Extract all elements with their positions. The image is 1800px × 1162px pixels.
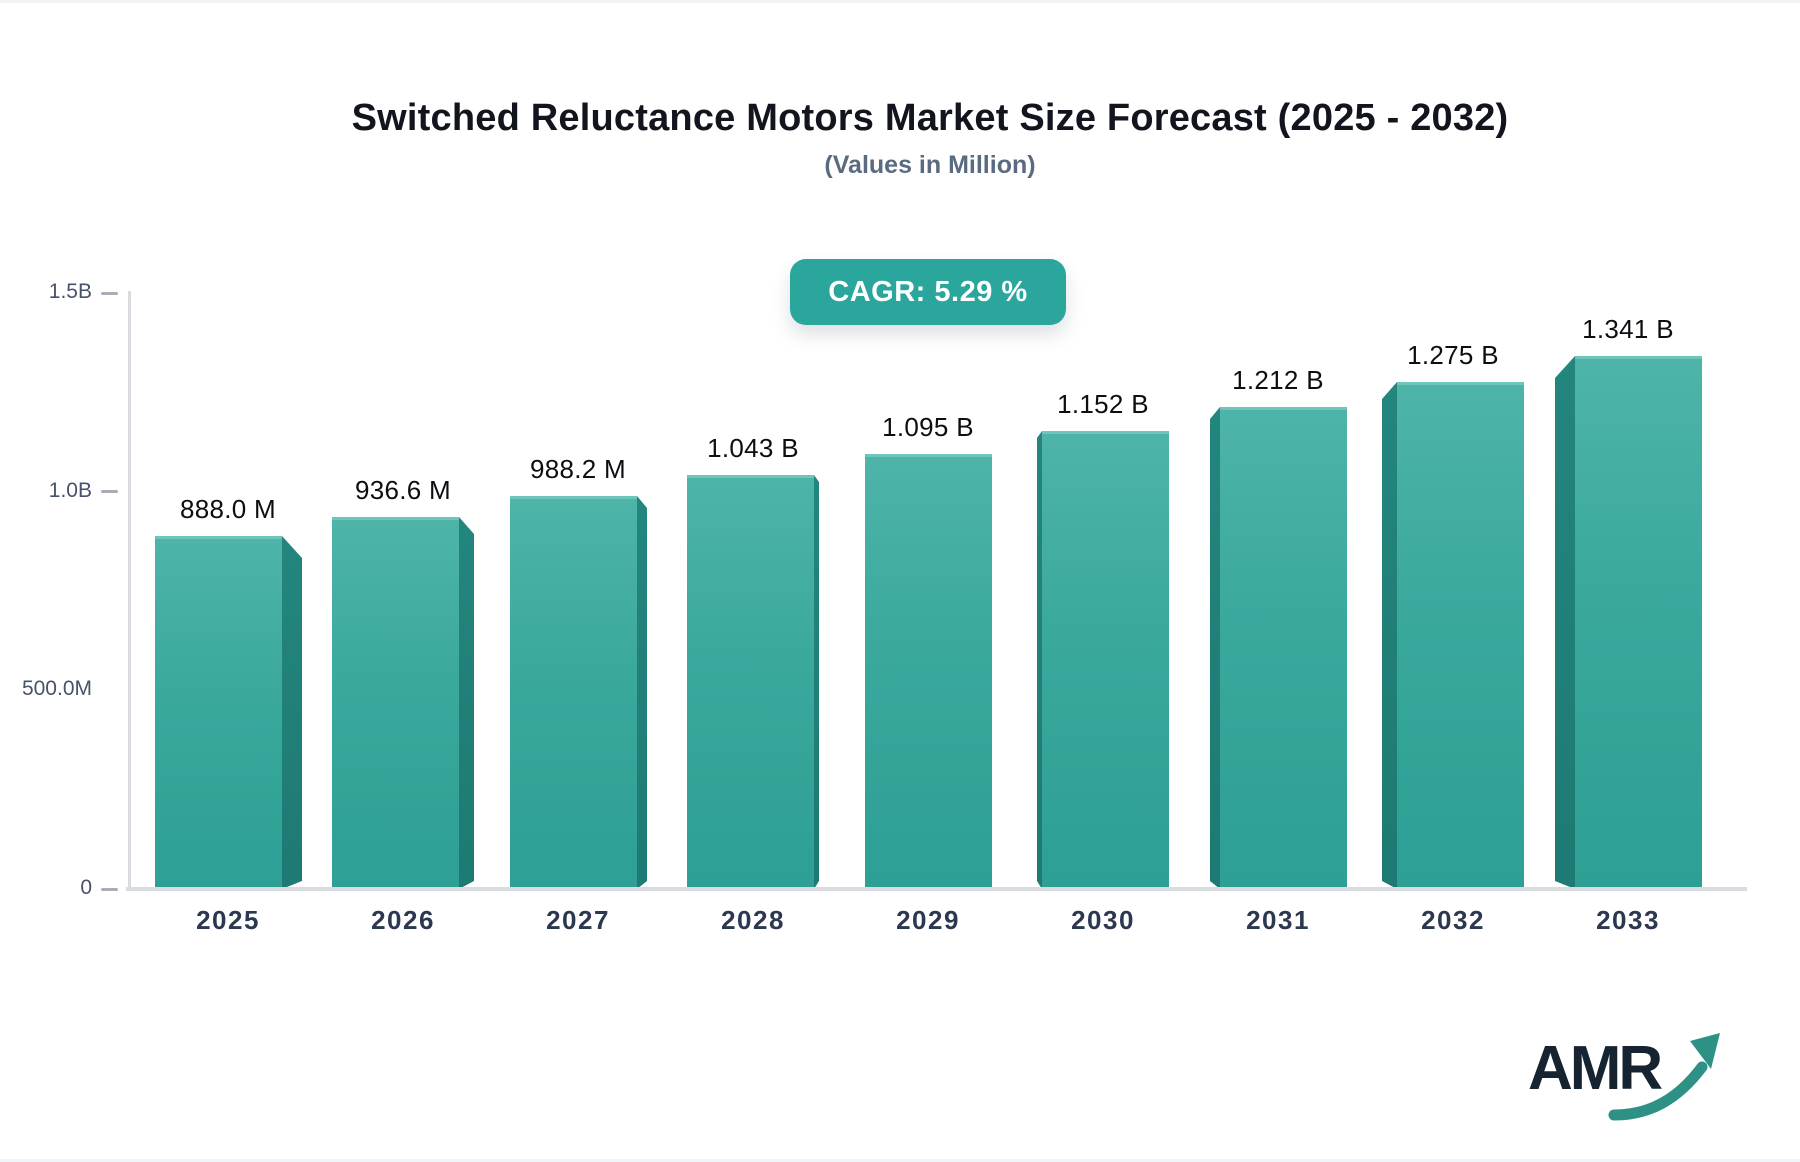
x-tick-label-2029: 2029 [896, 905, 960, 935]
bar-side-face [282, 536, 302, 889]
y-tick-label: 1.5B [48, 280, 92, 304]
cagr-badge: CAGR: 5.29 % [790, 259, 1066, 325]
bar-value-label: 936.6 M [354, 475, 452, 505]
bar-2028 [687, 475, 819, 889]
bar-value-label: 1.341 B [1582, 314, 1674, 344]
bar-value-label: 1.043 B [707, 433, 799, 463]
bar-side-face [1382, 382, 1397, 889]
bar-2029 [865, 454, 992, 889]
bar-value-label: 888.0 M [179, 494, 277, 524]
bar-side-face [1037, 431, 1042, 889]
bar-front-face [1575, 356, 1702, 889]
x-axis-baseline [126, 887, 1747, 891]
bar-side-face [637, 496, 647, 889]
bar-2025 [155, 536, 302, 889]
bar-front-face [1397, 382, 1524, 889]
bar-side-face [1210, 407, 1220, 889]
y-tick-label: 500.0M [21, 677, 92, 701]
bar-2026 [332, 517, 474, 889]
bar-side-face [459, 517, 474, 889]
y-tick-label: 1.0B [48, 478, 92, 502]
x-tick-label-2032: 2032 [1421, 905, 1485, 935]
bar-value-label: 1.275 B [1407, 340, 1499, 370]
bar-side-face [814, 475, 819, 889]
amr-logo-text: AMR [1528, 1034, 1663, 1103]
bar-value-label: 1.212 B [1232, 365, 1324, 395]
bar-value-label: 1.152 B [1057, 389, 1149, 419]
bar-2031 [1210, 407, 1347, 889]
amr-logo: AMR [1520, 1025, 1730, 1125]
bar-side-face [1555, 356, 1575, 889]
x-tick-label-2030: 2030 [1071, 905, 1135, 935]
bar-2032 [1382, 382, 1524, 889]
bar-front-face [510, 496, 637, 889]
y-tick-mark [101, 291, 118, 295]
bar-front-face [1042, 431, 1169, 889]
x-tick-label-2031: 2031 [1246, 905, 1310, 935]
bar-front-face [865, 454, 992, 889]
y-tick-label: 0 [80, 876, 92, 899]
bar-front-face [332, 517, 459, 889]
growth-arrow-icon [1608, 1033, 1720, 1121]
page-title: Switched Reluctance Motors Market Size F… [351, 97, 1509, 139]
bar-front-face [687, 475, 814, 889]
x-tick-label-2033: 2033 [1596, 905, 1660, 935]
y-tick-mark [101, 887, 118, 891]
bar-value-label: 988.2 M [529, 454, 627, 484]
y-axis-line [128, 291, 131, 891]
bar-value-label: 1.095 B [882, 412, 974, 442]
y-tick-mark [101, 490, 118, 494]
x-tick-label-2028: 2028 [721, 905, 785, 935]
page-subtitle: (Values in Million) [824, 151, 1036, 179]
bar-front-face [1220, 407, 1347, 889]
x-tick-label-2027: 2027 [546, 905, 610, 935]
bar-2030 [1037, 431, 1169, 889]
bar-front-face [155, 536, 282, 889]
bar-2027 [510, 496, 647, 889]
x-tick-label-2025: 2025 [196, 905, 260, 935]
bar-2033 [1555, 356, 1702, 889]
x-tick-label-2026: 2026 [371, 905, 435, 935]
